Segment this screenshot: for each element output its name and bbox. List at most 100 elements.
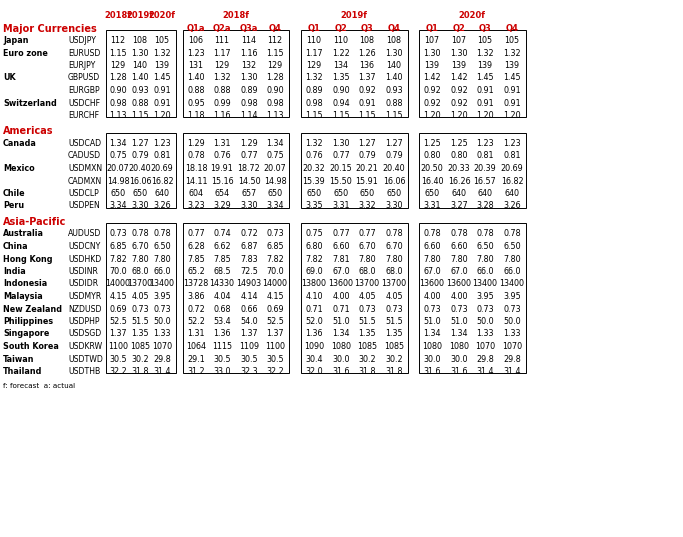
Text: 0.81: 0.81 [503,151,520,161]
Text: 0.73: 0.73 [109,229,127,238]
Text: 1.25: 1.25 [450,139,468,148]
Text: 31.4: 31.4 [153,367,171,376]
Text: 31.6: 31.6 [450,367,468,376]
Text: 1.32: 1.32 [305,139,323,148]
Text: 6.70: 6.70 [131,242,149,251]
Text: 1.40: 1.40 [385,74,403,83]
Text: 0.92: 0.92 [423,98,441,107]
Text: 18.18: 18.18 [184,164,207,173]
Text: 20.69: 20.69 [151,164,173,173]
Text: 13600: 13600 [329,279,354,288]
Text: 70.0: 70.0 [109,267,127,276]
Text: 3.95: 3.95 [503,292,521,301]
Text: 654: 654 [214,189,229,198]
Text: 67.0: 67.0 [423,267,441,276]
Text: 1.45: 1.45 [476,74,494,83]
Text: 7.81: 7.81 [332,255,350,264]
Text: 1.25: 1.25 [423,139,441,148]
Text: 0.73: 0.73 [385,304,403,314]
Text: 0.77: 0.77 [332,151,350,161]
Text: 65.2: 65.2 [187,267,205,276]
Text: Q2: Q2 [335,24,348,33]
Text: 0.76: 0.76 [213,151,231,161]
Text: 16.82: 16.82 [151,177,173,185]
Text: USDPEN: USDPEN [68,201,100,211]
Text: 13700: 13700 [354,279,380,288]
Text: 0.92: 0.92 [450,86,468,95]
Text: 6.28: 6.28 [187,242,205,251]
Text: 66.0: 66.0 [476,267,494,276]
Text: 51.5: 51.5 [131,317,149,326]
Text: 4.05: 4.05 [385,292,403,301]
Text: 14330: 14330 [210,279,234,288]
Bar [301,30,408,117]
Text: 0.89: 0.89 [240,86,257,95]
Text: 32.3: 32.3 [240,367,257,376]
Text: Euro zone: Euro zone [3,48,48,57]
Text: 6.62: 6.62 [213,242,231,251]
Text: 15.16: 15.16 [210,177,234,185]
Text: 0.73: 0.73 [503,304,521,314]
Text: 13400: 13400 [499,279,525,288]
Text: Taiwan: Taiwan [3,354,35,364]
Text: USDTHB: USDTHB [68,367,100,376]
Text: Q4: Q4 [268,24,281,33]
Text: 0.81: 0.81 [153,151,171,161]
Text: 1085: 1085 [357,342,377,351]
Text: 31.8: 31.8 [359,367,376,376]
Text: 51.5: 51.5 [358,317,376,326]
Text: 20.32: 20.32 [303,164,325,173]
Text: 1.31: 1.31 [187,330,205,338]
Text: 29.8: 29.8 [476,354,494,364]
Text: 30.0: 30.0 [450,354,468,364]
Text: Hong Kong: Hong Kong [3,255,53,264]
Text: 50.0: 50.0 [476,317,494,326]
Text: 112: 112 [111,36,126,45]
Text: 1.32: 1.32 [153,48,171,57]
Text: 7.82: 7.82 [109,255,127,264]
Text: 0.93: 0.93 [131,86,149,95]
Text: USDIDR: USDIDR [68,279,98,288]
Text: 14.98: 14.98 [107,177,129,185]
Text: 51.0: 51.0 [450,317,468,326]
Text: 3.28: 3.28 [476,201,494,211]
Text: 0.73: 0.73 [153,304,171,314]
Text: 51.5: 51.5 [385,317,403,326]
Text: 32.0: 32.0 [305,367,323,376]
Text: 3.26: 3.26 [503,201,521,211]
Text: 2020f: 2020f [148,11,176,20]
Text: 68.0: 68.0 [385,267,403,276]
Text: 19.91: 19.91 [210,164,234,173]
Text: 6.70: 6.70 [385,242,403,251]
Text: 1.45: 1.45 [153,74,171,83]
Text: 0.79: 0.79 [358,151,376,161]
Text: Q2a: Q2a [212,24,232,33]
Text: 111: 111 [214,36,229,45]
Text: 0.88: 0.88 [131,98,149,107]
Text: 6.80: 6.80 [305,242,323,251]
Text: 4.14: 4.14 [240,292,257,301]
Text: India: India [3,267,26,276]
Text: 0.91: 0.91 [503,86,521,95]
Text: 1.33: 1.33 [153,330,171,338]
Text: 0.80: 0.80 [450,151,468,161]
Text: 1100: 1100 [108,342,128,351]
Text: 114: 114 [242,36,257,45]
Text: 650: 650 [359,189,374,198]
Text: 110: 110 [307,36,322,45]
Text: 6.87: 6.87 [240,242,257,251]
Text: 140: 140 [133,61,148,70]
Text: 6.85: 6.85 [266,242,284,251]
Text: 0.73: 0.73 [131,304,149,314]
Text: 68.5: 68.5 [213,267,231,276]
Bar [106,133,176,208]
Text: 66.0: 66.0 [153,267,171,276]
Text: 107: 107 [424,36,440,45]
Text: 68.0: 68.0 [359,267,376,276]
Text: 657: 657 [241,189,257,198]
Text: 1.27: 1.27 [358,139,376,148]
Text: 6.50: 6.50 [503,242,521,251]
Text: 72.5: 72.5 [240,267,258,276]
Text: 16.40: 16.40 [421,177,443,185]
Text: 1.34: 1.34 [450,330,468,338]
